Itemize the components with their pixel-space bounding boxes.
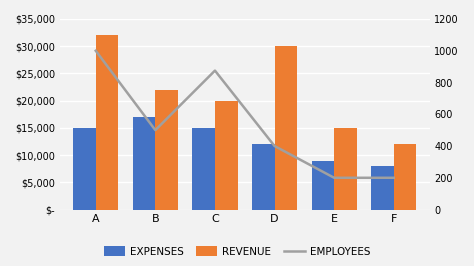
Bar: [371, 166, 394, 210]
Bar: [192, 128, 215, 210]
Legend: EXPENSES, REVENUE, EMPLOYEES: EXPENSES, REVENUE, EMPLOYEES: [100, 242, 374, 261]
EMPLOYEES: [212, 69, 218, 72]
EMPLOYEES: [272, 144, 277, 148]
EMPLOYEES: [331, 176, 337, 179]
Bar: [311, 161, 334, 210]
Bar: [252, 144, 274, 210]
Bar: [274, 46, 297, 210]
Bar: [215, 101, 237, 210]
Bar: [96, 35, 118, 210]
Bar: [133, 117, 155, 210]
Bar: [73, 128, 96, 210]
Bar: [155, 90, 178, 210]
EMPLOYEES: [153, 128, 158, 132]
Bar: [334, 128, 357, 210]
EMPLOYEES: [93, 49, 99, 52]
Line: EMPLOYEES: EMPLOYEES: [96, 51, 394, 178]
Bar: [394, 144, 416, 210]
EMPLOYEES: [391, 176, 397, 179]
